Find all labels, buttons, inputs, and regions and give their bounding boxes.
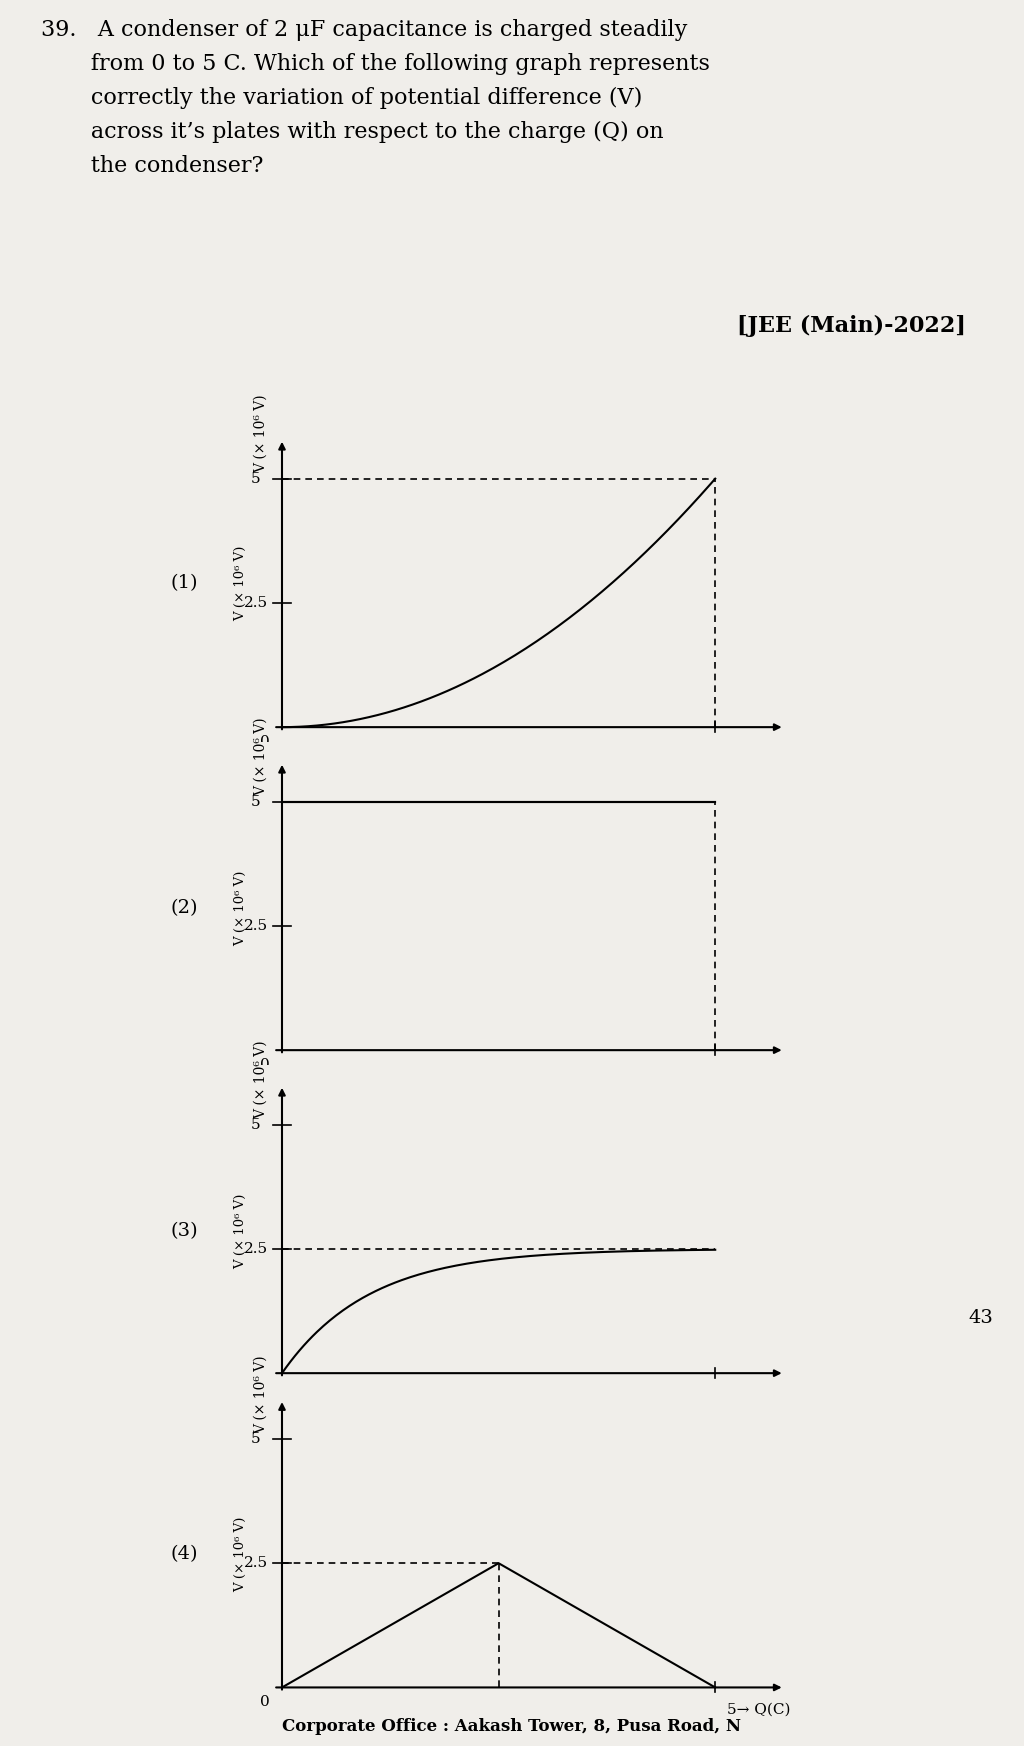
Text: (3): (3) — [171, 1222, 198, 1240]
Text: [JEE (Main)-2022]: [JEE (Main)-2022] — [737, 314, 967, 337]
Text: 39.   A condenser of 2 μF capacitance is charged steadily
       from 0 to 5 C. : 39. A condenser of 2 μF capacitance is c… — [41, 19, 710, 176]
Text: (1): (1) — [171, 574, 198, 592]
Text: V (× 10⁶ V): V (× 10⁶ V) — [253, 718, 267, 796]
Text: 5→ Q(C): 5→ Q(C) — [727, 1065, 791, 1079]
Text: 0: 0 — [260, 1058, 269, 1072]
Text: 5→ Q(C): 5→ Q(C) — [727, 742, 791, 756]
Text: 5: 5 — [251, 471, 261, 485]
Text: V (× 10⁶ V): V (× 10⁶ V) — [253, 395, 267, 473]
Text: V (× 10⁶ V): V (× 10⁶ V) — [253, 1355, 267, 1433]
Text: 0: 0 — [260, 735, 269, 749]
Text: 2.5: 2.5 — [244, 1556, 268, 1570]
Text: 5: 5 — [251, 794, 261, 808]
Text: V (× 10⁶ V): V (× 10⁶ V) — [234, 545, 247, 622]
Text: V (× 10⁶ V): V (× 10⁶ V) — [234, 870, 247, 946]
Text: (4): (4) — [171, 1545, 198, 1563]
Text: 2.5: 2.5 — [244, 1241, 268, 1255]
Text: V (× 10⁶ V): V (× 10⁶ V) — [234, 1193, 247, 1269]
Text: 5: 5 — [251, 1432, 261, 1446]
Text: (2): (2) — [171, 899, 198, 917]
Text: V (× 10⁶ V): V (× 10⁶ V) — [253, 1041, 267, 1119]
Text: 5: 5 — [251, 1117, 261, 1131]
Text: 2.5: 2.5 — [244, 918, 268, 932]
Text: 0: 0 — [260, 1695, 269, 1709]
Text: 5→ Q(C): 5→ Q(C) — [727, 1702, 791, 1716]
Text: 5→ Q(C): 5→ Q(C) — [727, 1388, 791, 1402]
Text: 2.5: 2.5 — [244, 595, 268, 609]
Text: 43: 43 — [969, 1310, 993, 1327]
Text: V (× 10⁶ V): V (× 10⁶ V) — [234, 1516, 247, 1592]
Text: Corporate Office : Aakash Tower, 8, Pusa Road, N: Corporate Office : Aakash Tower, 8, Pusa… — [283, 1718, 741, 1736]
Text: 0: 0 — [260, 1381, 269, 1395]
